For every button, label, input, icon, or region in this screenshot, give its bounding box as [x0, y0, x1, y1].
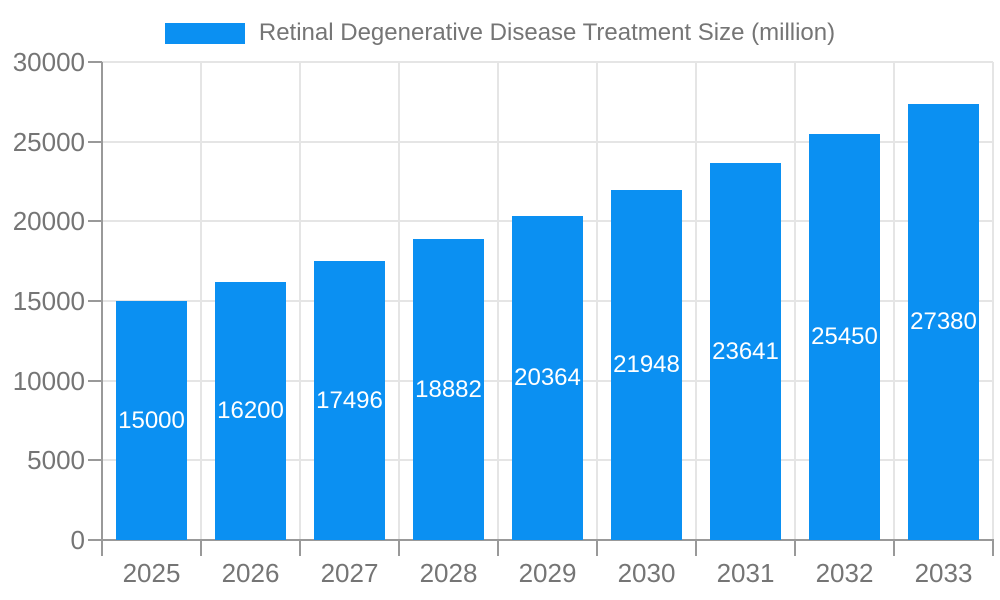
y-axis-label: 0 — [70, 525, 85, 555]
bar-2025 — [116, 301, 187, 540]
x-axis-tick — [200, 541, 202, 556]
y-axis-label: 25000 — [12, 126, 85, 157]
bar-value-label: 23641 — [712, 337, 779, 365]
bar-value-label: 25450 — [811, 323, 878, 351]
x-axis-label: 2030 — [617, 558, 676, 588]
y-axis-tick — [88, 539, 102, 541]
x-axis-label: 2025 — [122, 558, 181, 588]
x-axis-tick — [992, 541, 994, 556]
bar-value-label: 27380 — [910, 307, 977, 335]
x-axis-tick — [695, 541, 697, 556]
x-gridline — [893, 62, 895, 540]
bar-value-label: 20364 — [514, 363, 581, 391]
x-axis-label: 2029 — [518, 558, 577, 588]
x-axis-tick — [299, 541, 301, 556]
x-axis-tick — [893, 541, 895, 556]
y-axis-line — [101, 62, 103, 542]
x-gridline — [497, 62, 499, 540]
x-gridline — [695, 62, 697, 540]
bar-2032 — [809, 134, 880, 540]
x-axis-label: 2027 — [320, 558, 379, 588]
legend-label: Retinal Degenerative Disease Treatment S… — [258, 19, 836, 46]
bar-2030 — [611, 190, 682, 540]
bar-2028 — [413, 239, 484, 540]
legend[interactable]: Retinal Degenerative Disease Treatment S… — [0, 20, 1000, 46]
y-axis-label: 15000 — [12, 286, 85, 316]
x-axis-label: 2033 — [914, 558, 973, 588]
x-gridline — [200, 62, 202, 540]
bar-2029 — [512, 215, 583, 540]
bar-2027 — [314, 261, 385, 540]
x-axis-tick — [101, 541, 103, 556]
x-axis-tick — [596, 541, 598, 556]
x-axis-label: 2031 — [716, 558, 775, 588]
y-axis-tick — [88, 459, 102, 462]
y-axis-label: 20000 — [12, 206, 85, 237]
bar-value-label: 17496 — [316, 386, 383, 414]
legend-swatch-icon — [164, 22, 245, 44]
bar-value-label: 16200 — [217, 396, 284, 424]
y-axis-tick — [88, 220, 102, 223]
y-axis-tick — [88, 300, 102, 302]
bar-value-label: 15000 — [118, 406, 185, 434]
y-gridline — [102, 140, 993, 143]
y-axis-label: 10000 — [12, 365, 85, 396]
bar-2033 — [908, 103, 979, 540]
x-axis-label: 2026 — [221, 558, 280, 588]
y-axis-tick — [88, 61, 102, 63]
x-axis-label: 2032 — [815, 558, 874, 588]
bar-2026 — [215, 281, 286, 540]
x-axis-tick — [398, 541, 400, 556]
y-gridline — [102, 61, 993, 63]
x-gridline — [299, 62, 301, 540]
x-axis-tick — [794, 541, 796, 556]
bar-value-label: 18882 — [415, 375, 482, 403]
x-axis-line — [101, 539, 994, 541]
bar-2031 — [710, 163, 781, 540]
x-gridline — [398, 62, 400, 540]
y-axis-tick — [88, 140, 102, 143]
x-axis-label: 2028 — [419, 558, 478, 588]
x-gridline — [794, 62, 796, 540]
y-axis-label: 5000 — [27, 445, 85, 476]
y-axis-tick — [88, 379, 102, 382]
x-gridline — [596, 62, 598, 540]
x-gridline — [992, 62, 994, 540]
x-axis-tick — [497, 541, 499, 556]
bar-value-label: 21948 — [613, 351, 680, 379]
y-axis-label: 30000 — [12, 47, 85, 77]
